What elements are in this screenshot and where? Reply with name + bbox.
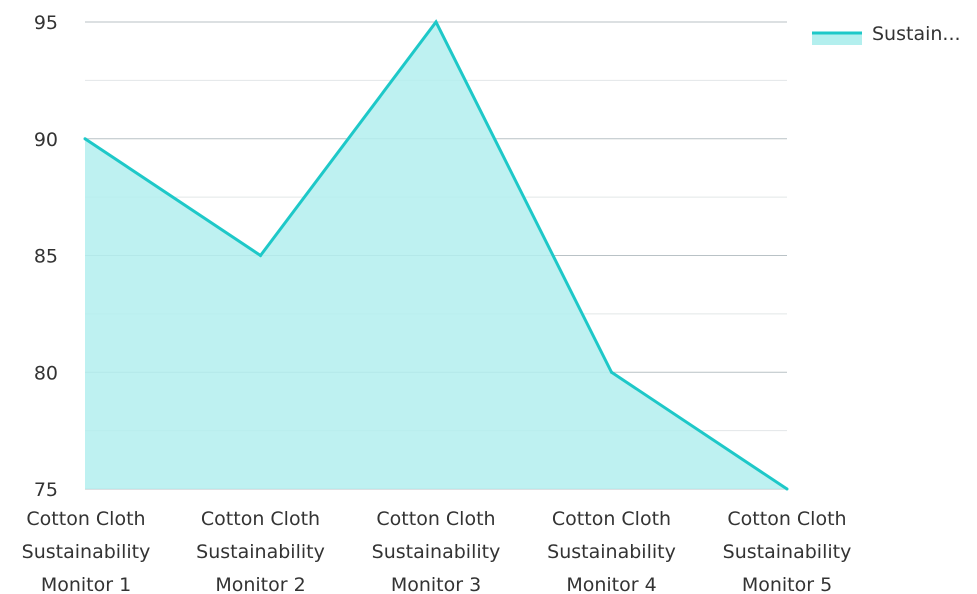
data-point-4[interactable] [610, 370, 613, 374]
x-tick-label: Cotton Cloth Sustainability Monitor 2 [196, 508, 325, 594]
data-points [83, 20, 789, 491]
y-tick-label: 90 [34, 129, 58, 151]
data-point-2[interactable] [259, 254, 262, 257]
data-point-3[interactable] [434, 20, 438, 24]
y-tick-label: 75 [34, 479, 58, 501]
legend[interactable]: Sustain... [812, 23, 961, 45]
x-tick-label: Cotton Cloth Sustainability Monitor 4 [547, 508, 676, 594]
x-tick-label: Cotton Cloth Sustainability Monitor 3 [372, 508, 501, 594]
data-point-5[interactable] [785, 487, 789, 491]
x-tick-label: Cotton Cloth Sustainability Monitor 5 [723, 508, 852, 594]
data-point-1[interactable] [83, 137, 87, 141]
legend-label: Sustain... [872, 23, 961, 45]
y-tick-label: 95 [34, 12, 58, 34]
legend-swatch [812, 33, 862, 45]
x-axis-ticks: Cotton Cloth Sustainability Monitor 1 Cotto… [22, 508, 852, 594]
y-tick-label: 85 [34, 246, 58, 268]
x-tick-label: Cotton Cloth Sustainability Monitor 1 [22, 508, 151, 594]
y-axis-ticks: 75 80 85 90 95 [34, 12, 58, 501]
y-tick-label: 80 [34, 362, 58, 384]
